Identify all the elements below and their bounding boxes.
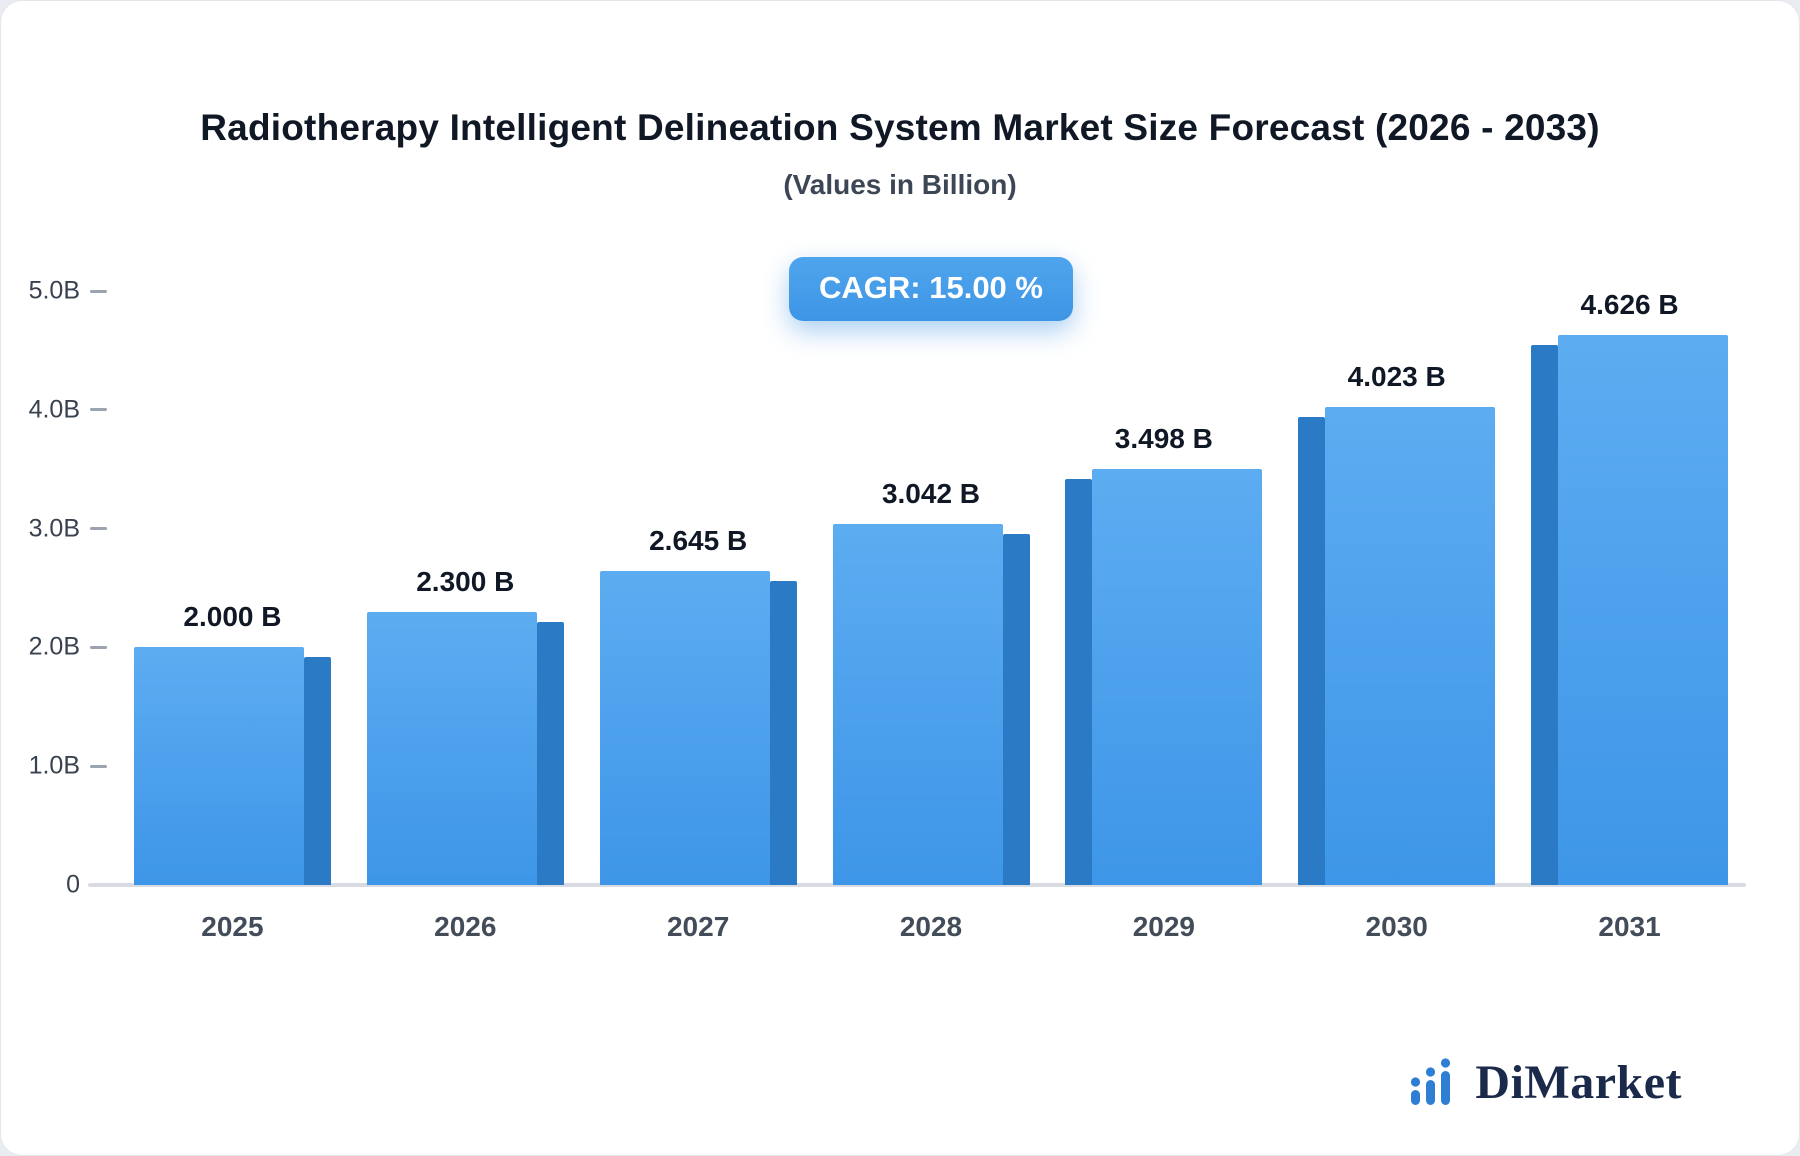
bar-value-label: 2.300 B [416, 565, 515, 597]
brand-name: DiMarket [1475, 1055, 1682, 1109]
bar-3d-side [1002, 533, 1030, 885]
bar-3d-side [1298, 417, 1326, 885]
bar-value-label: 4.626 B [1580, 289, 1679, 321]
bar-face [366, 611, 537, 885]
bar-face [599, 570, 770, 885]
bar-value-label: 4.023 B [1347, 361, 1446, 393]
x-axis-label: 2026 [434, 911, 497, 942]
bar-value-label: 3.498 B [1114, 423, 1213, 455]
bar-value-label: 3.042 B [881, 477, 981, 509]
brand-logo: DiMarket [1410, 1055, 1682, 1109]
bar [832, 523, 1030, 885]
x-axis-label: 2028 [899, 911, 963, 942]
bar-3d-side [1065, 479, 1093, 885]
bar [1531, 335, 1729, 885]
bar [1065, 469, 1263, 885]
x-axis-label: 2029 [1132, 911, 1195, 942]
chart-title: Radiotherapy Intelligent Delineation Sys… [200, 107, 1600, 148]
y-tick-label: 5.0B [28, 276, 80, 305]
y-tick-label: 0 [66, 870, 80, 899]
bar-3d-side [1531, 345, 1559, 885]
x-axis-label: 2030 [1365, 911, 1428, 942]
chart-subtitle: (Values in Billion) [783, 169, 1017, 200]
y-tick-label: 4.0B [28, 395, 80, 424]
bar-3d-side [769, 580, 797, 885]
bar [599, 570, 797, 885]
bar-face [1558, 335, 1729, 885]
bar-face [1092, 469, 1263, 885]
cagr-badge: CAGR: 15.00 % [789, 257, 1073, 321]
bar [366, 611, 564, 885]
bar-value-label: 2.000 B [183, 601, 282, 633]
y-tick-mark [90, 527, 107, 531]
y-tick-mark [90, 645, 107, 649]
y-tick-label: 1.0B [28, 751, 80, 780]
bar [1298, 407, 1496, 885]
y-tick-label: 2.0B [28, 632, 80, 661]
cagr-badge-label: CAGR: 15.00 % [819, 270, 1043, 305]
y-tick-mark [90, 289, 107, 293]
y-tick-mark [90, 408, 107, 412]
bar-value-label: 2.645 B [649, 524, 748, 556]
bar [133, 647, 331, 885]
bar-chart-icon [1411, 1058, 1451, 1105]
bar-3d-side [536, 621, 564, 885]
x-axis-label: 2025 [201, 911, 264, 942]
y-tick-label: 3.0B [28, 514, 80, 543]
x-axis-label: 2031 [1598, 911, 1661, 942]
bar-face [133, 647, 304, 885]
y-tick-mark [90, 764, 107, 768]
x-axis-line [88, 883, 1746, 887]
x-axis-label: 2027 [666, 911, 730, 942]
bar-3d-side [303, 657, 331, 885]
plot-area: 0 1.0B 2.0B 3.0B 4.0B 5.0B 2.000 B 2.300 B 2.64… [29, 277, 1746, 942]
bar-face [1325, 407, 1496, 885]
bar-face [832, 523, 1003, 885]
